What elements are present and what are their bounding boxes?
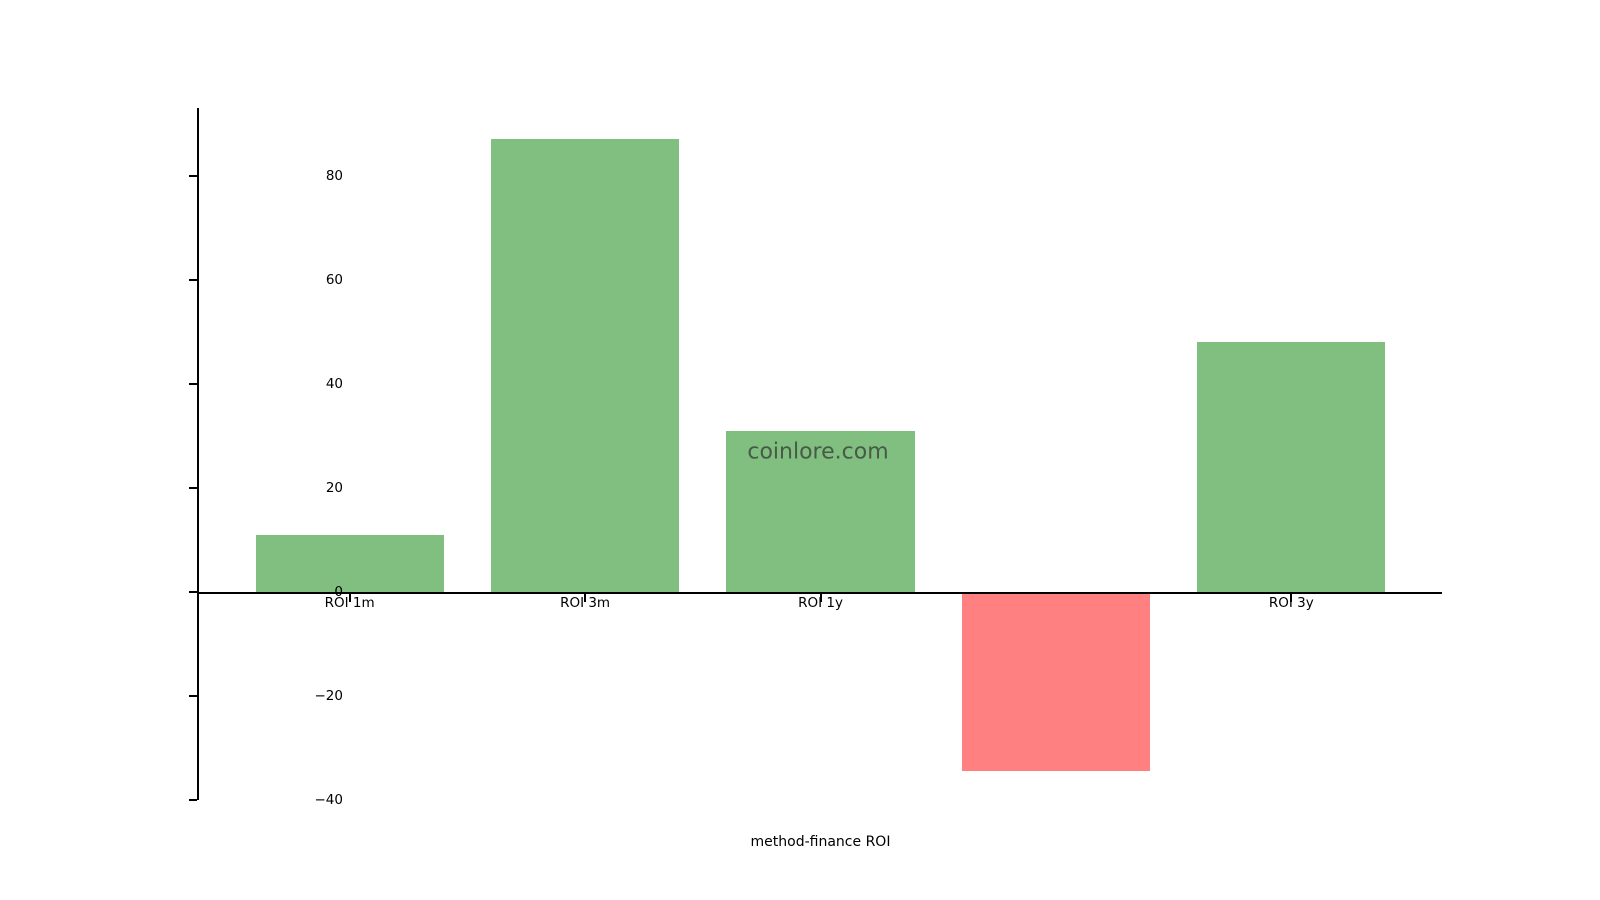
y-tick-label: 20 bbox=[325, 479, 343, 496]
plot-area: ROI 1m ROI 3m ROI 1y ROI 3y bbox=[189, 108, 1442, 801]
x-tick-label: ROI 1y bbox=[798, 594, 843, 611]
x-axis-tick bbox=[584, 593, 587, 602]
x-axis-line bbox=[199, 591, 1442, 594]
y-axis-spine bbox=[197, 108, 199, 800]
y-tick-label: 60 bbox=[325, 271, 343, 288]
y-axis-tick bbox=[189, 590, 197, 593]
y-tick-label: 80 bbox=[325, 167, 343, 184]
x-tick-label: ROI 3m bbox=[560, 594, 611, 611]
y-axis-tick bbox=[189, 694, 197, 697]
x-axis-tick bbox=[348, 593, 351, 602]
y-tick-label: −40 bbox=[314, 791, 344, 808]
bar-roi-1m bbox=[255, 534, 444, 592]
y-tick-label: 40 bbox=[325, 375, 343, 392]
x-tick-label: ROI 3y bbox=[1268, 594, 1314, 611]
y-tick-label: 0 bbox=[334, 583, 343, 600]
x-tick-label: ROI 1m bbox=[324, 594, 375, 611]
y-axis-tick bbox=[189, 174, 197, 177]
bar-roi-3y bbox=[1197, 342, 1386, 592]
y-axis-tick bbox=[189, 278, 197, 281]
bar-roi-1y bbox=[726, 430, 915, 592]
x-axis-title: method-finance ROI bbox=[750, 834, 891, 850]
watermark-text: coinlore.com bbox=[747, 439, 889, 465]
y-axis-tick bbox=[189, 382, 197, 385]
x-axis-tick bbox=[1290, 593, 1293, 602]
y-axis-tick bbox=[189, 486, 197, 489]
x-axis-tick bbox=[819, 593, 822, 602]
y-axis-tick bbox=[189, 798, 197, 801]
bar-roi-3m bbox=[490, 139, 680, 592]
y-tick-label: −20 bbox=[314, 687, 344, 704]
bar-unlabeled bbox=[961, 593, 1151, 771]
